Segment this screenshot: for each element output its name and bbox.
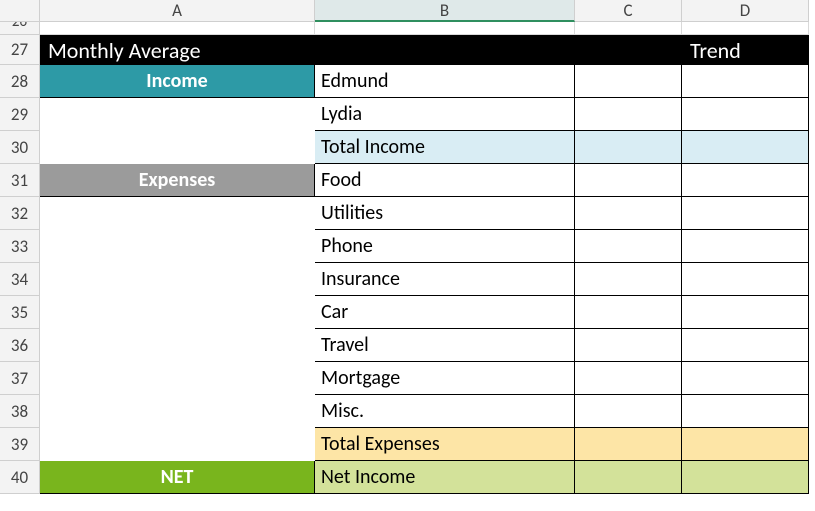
cell-b26[interactable] <box>315 22 575 35</box>
col-header-d[interactable]: D <box>682 0 809 22</box>
cell-b29[interactable]: Lydia <box>315 98 575 131</box>
row-header-31[interactable]: 31 <box>0 164 40 197</box>
cell-d35[interactable] <box>682 296 809 329</box>
income-section-header: Income <box>40 65 315 98</box>
cell-d28[interactable] <box>682 65 809 98</box>
row-header-26[interactable]: 26 <box>0 22 40 35</box>
cell-b28[interactable]: Edmund <box>315 65 575 98</box>
cell-b30[interactable]: Total Income <box>315 131 575 164</box>
cell-b39[interactable]: Total Expenses <box>315 428 575 461</box>
cell-c28[interactable] <box>575 65 682 98</box>
expenses-section-header: Expenses <box>40 164 315 197</box>
cell-d29[interactable] <box>682 98 809 131</box>
cell-d33[interactable] <box>682 230 809 263</box>
row-header-38[interactable]: 38 <box>0 395 40 428</box>
row-header-37[interactable]: 37 <box>0 362 40 395</box>
cell-d34[interactable] <box>682 263 809 296</box>
cell-d40[interactable] <box>682 461 809 494</box>
cell-c29[interactable] <box>575 98 682 131</box>
row-header-39[interactable]: 39 <box>0 428 40 461</box>
cell-b38[interactable]: Misc. <box>315 395 575 428</box>
cell-b34[interactable]: Insurance <box>315 263 575 296</box>
row-header-34[interactable]: 34 <box>0 263 40 296</box>
cell-d38[interactable] <box>682 395 809 428</box>
cell-d32[interactable] <box>682 197 809 230</box>
cell-b32[interactable]: Utilities <box>315 197 575 230</box>
cell-d26[interactable] <box>682 22 809 35</box>
net-section-header: NET <box>40 461 315 494</box>
cell-b37[interactable]: Mortgage <box>315 362 575 395</box>
row-header-30[interactable]: 30 <box>0 131 40 164</box>
cell-c30[interactable] <box>575 131 682 164</box>
cell-c27[interactable] <box>575 35 682 65</box>
cell-b40[interactable]: Net Income <box>315 461 575 494</box>
cell-c26[interactable] <box>575 22 682 35</box>
spreadsheet-grid[interactable]: A B C D 26 27 Monthly Average Trend 28 I… <box>0 0 815 494</box>
row-header-36[interactable]: 36 <box>0 329 40 362</box>
cell-d36[interactable] <box>682 329 809 362</box>
row-header-40[interactable]: 40 <box>0 461 40 494</box>
cell-b35[interactable]: Car <box>315 296 575 329</box>
select-all-corner[interactable] <box>0 0 40 22</box>
cell-b31[interactable]: Food <box>315 164 575 197</box>
cell-b36[interactable]: Travel <box>315 329 575 362</box>
cell-d37[interactable] <box>682 362 809 395</box>
col-header-b[interactable]: B <box>315 0 575 22</box>
row-header-27[interactable]: 27 <box>0 35 40 65</box>
trend-header: Trend <box>682 35 809 65</box>
cell-c38[interactable] <box>575 395 682 428</box>
cell-c36[interactable] <box>575 329 682 362</box>
cell-c34[interactable] <box>575 263 682 296</box>
col-header-c[interactable]: C <box>575 0 682 22</box>
cell-c40[interactable] <box>575 461 682 494</box>
cell-c35[interactable] <box>575 296 682 329</box>
cell-a26[interactable] <box>40 22 315 35</box>
cell-d30[interactable] <box>682 131 809 164</box>
cell-c32[interactable] <box>575 197 682 230</box>
section-title: Monthly Average <box>40 35 315 65</box>
cell-c37[interactable] <box>575 362 682 395</box>
cell-d31[interactable] <box>682 164 809 197</box>
row-header-28[interactable]: 28 <box>0 65 40 98</box>
cell-b33[interactable]: Phone <box>315 230 575 263</box>
row-header-29[interactable]: 29 <box>0 98 40 131</box>
row-header-35[interactable]: 35 <box>0 296 40 329</box>
cell-b27[interactable] <box>315 35 575 65</box>
cell-c31[interactable] <box>575 164 682 197</box>
col-header-a[interactable]: A <box>40 0 315 22</box>
cell-d39[interactable] <box>682 428 809 461</box>
cell-c39[interactable] <box>575 428 682 461</box>
row-header-32[interactable]: 32 <box>0 197 40 230</box>
row-header-33[interactable]: 33 <box>0 230 40 263</box>
cell-c33[interactable] <box>575 230 682 263</box>
